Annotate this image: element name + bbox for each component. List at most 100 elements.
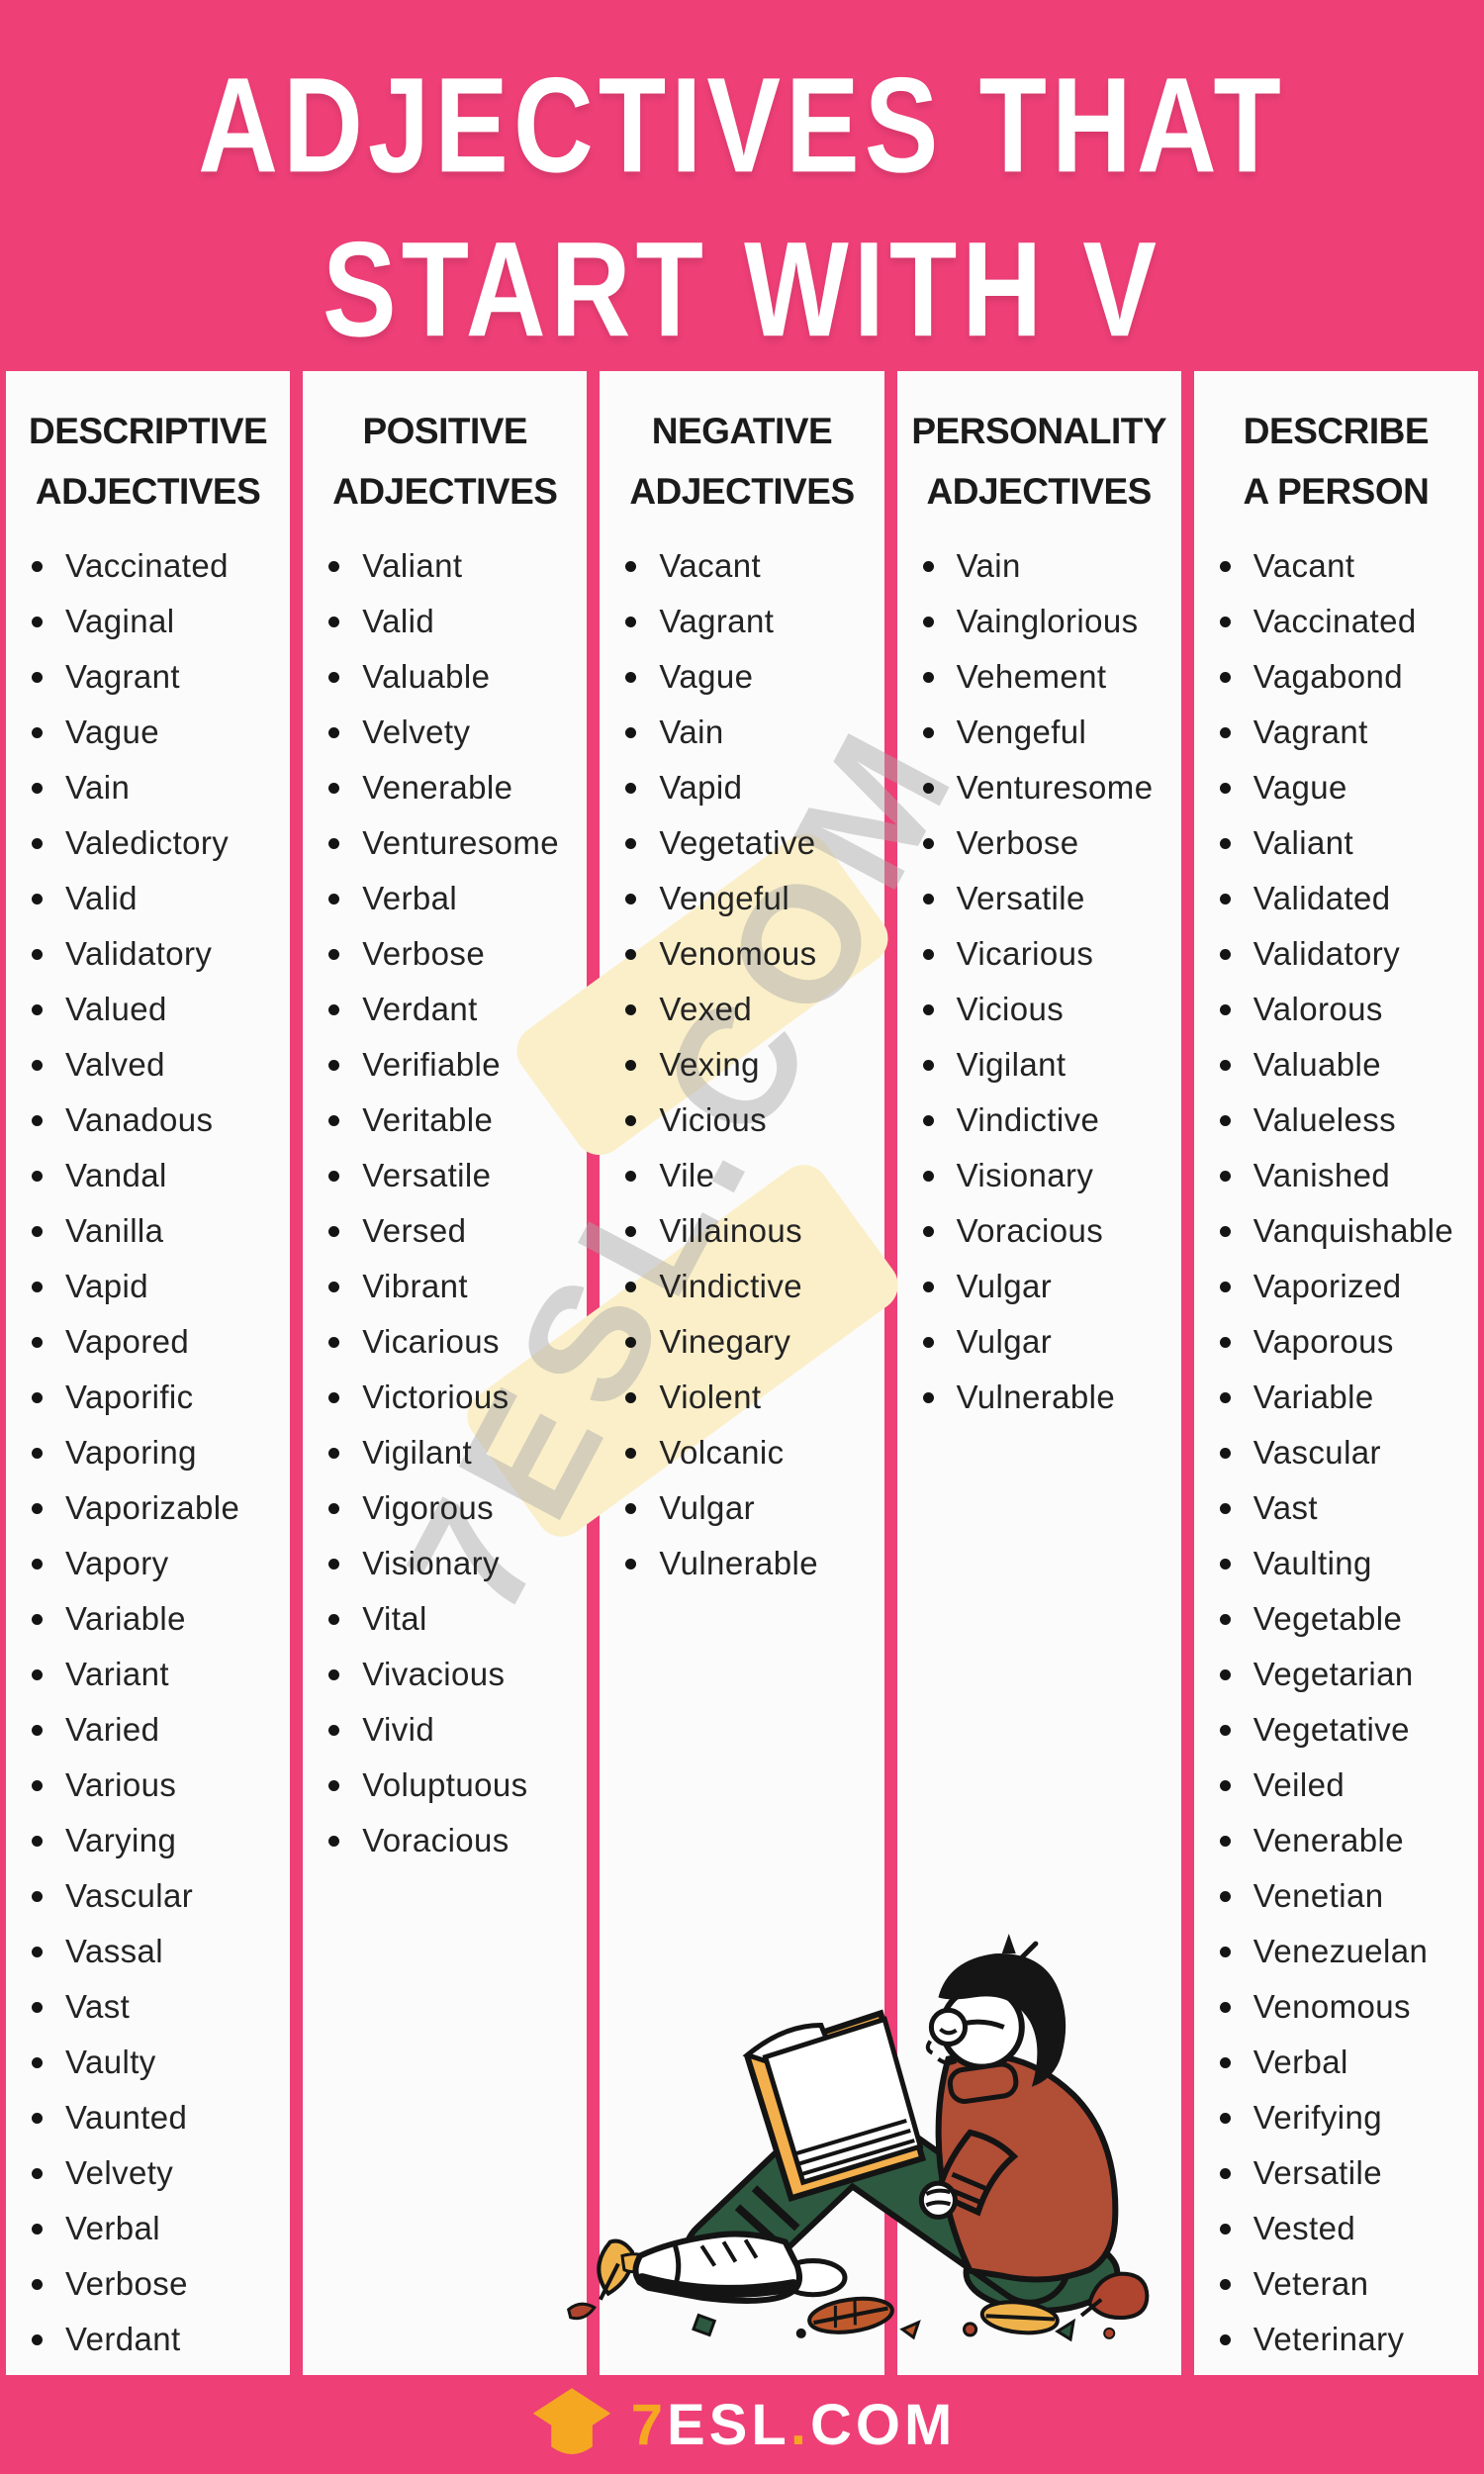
- word-item: Variable: [32, 1591, 286, 1647]
- word-item: Vulgar: [923, 1314, 1177, 1370]
- word-item: Visionary: [328, 1536, 583, 1591]
- word-item: Verbal: [1220, 2035, 1474, 2090]
- column-header: DESCRIPTIVE ADJECTIVES: [6, 401, 290, 522]
- word-item: Victorious: [328, 1370, 583, 1425]
- column-header: NEGATIVE ADJECTIVES: [600, 401, 883, 522]
- word-item: Veritable: [328, 1093, 583, 1148]
- word-item: Vanilla: [32, 1203, 286, 1259]
- word-item: Vaginal: [32, 594, 286, 649]
- word-item: Verifiable: [328, 1037, 583, 1093]
- column-header-line1: PERSONALITY: [911, 411, 1167, 451]
- word-item: Valid: [32, 871, 286, 926]
- sweater-body: [935, 2051, 1119, 2283]
- word-item: Verbal: [328, 871, 583, 926]
- word-item: Vanished: [1220, 1148, 1474, 1203]
- word-list: Vain Vainglorious Vehement Vengeful Ventures…: [897, 538, 1181, 1425]
- word-item: Versatile: [328, 1148, 583, 1203]
- brand-dot: .: [789, 2392, 810, 2457]
- word-item: Verbose: [32, 2256, 286, 2312]
- word-item: Valiant: [1220, 815, 1474, 871]
- word-item: Vigilant: [328, 1425, 583, 1480]
- word-item: Vexing: [625, 1037, 880, 1093]
- word-item: Vaporizable: [32, 1480, 286, 1536]
- word-item: Vegetative: [625, 815, 880, 871]
- column-header-line2: ADJECTIVES: [926, 471, 1153, 512]
- word-item: Vaulty: [32, 2035, 286, 2090]
- word-item: Venomous: [1220, 1979, 1474, 2035]
- word-item: Vainglorious: [923, 594, 1177, 649]
- brand-7: 7: [630, 2392, 667, 2457]
- page-title-line1: ADJECTIVES THAT: [198, 49, 1286, 201]
- autumn-leaves-front: [566, 2271, 1150, 2342]
- word-item: Versatile: [923, 871, 1177, 926]
- column-header-line2: ADJECTIVES: [35, 471, 261, 512]
- word-list: Vacant Vaccinated Vagabond Vagrant Vague Vali…: [1194, 538, 1478, 2367]
- word-item: Valued: [32, 982, 286, 1037]
- word-item: Valid: [328, 594, 583, 649]
- word-item: Vicarious: [328, 1314, 583, 1370]
- word-list: Valiant Valid Valuable Velvety Venerable Vent…: [303, 538, 587, 1868]
- word-item: Vandal: [32, 1148, 286, 1203]
- column-descriptive-adjectives: DESCRIPTIVE ADJECTIVES Vaccinated Vaginal…: [6, 371, 291, 2375]
- brand-wordmark: 7ESL.COM: [631, 2392, 957, 2458]
- word-item: Vaulting: [1220, 1536, 1474, 1591]
- word-item: Verdant: [32, 2312, 286, 2367]
- word-item: Vaporized: [1220, 1259, 1474, 1314]
- word-item: Vexed: [625, 982, 880, 1037]
- word-item: Verbal: [32, 2201, 286, 2256]
- word-item: Valuable: [328, 649, 583, 705]
- word-item: Vacant: [1220, 538, 1474, 594]
- word-item: Volcanic: [625, 1425, 880, 1480]
- word-item: Vast: [32, 1979, 286, 2035]
- column-header-line2: ADJECTIVES: [332, 471, 558, 512]
- word-item: Varied: [32, 1702, 286, 1758]
- word-item: Vulnerable: [923, 1370, 1177, 1425]
- word-item: Vaccinated: [32, 538, 286, 594]
- word-item: Venomous: [625, 926, 880, 982]
- word-item: Vague: [1220, 760, 1474, 815]
- column-header-line2: A PERSON: [1243, 471, 1430, 512]
- word-item: Verifying: [1220, 2090, 1474, 2145]
- open-book: [742, 2009, 927, 2203]
- word-item: Validatory: [32, 926, 286, 982]
- word-item: Valedictory: [32, 815, 286, 871]
- brand-esl: ESL: [667, 2392, 790, 2457]
- word-item: Verdant: [328, 982, 583, 1037]
- word-item: Vapored: [32, 1314, 286, 1370]
- word-item: Validated: [1220, 871, 1474, 926]
- word-item: Vengeful: [625, 871, 880, 926]
- word-item: Venetian: [1220, 1868, 1474, 1924]
- sneaker: [632, 2231, 802, 2304]
- column-header-line2: ADJECTIVES: [629, 471, 855, 512]
- arm-and-hand: [918, 2129, 1019, 2220]
- word-item: Velvety: [328, 705, 583, 760]
- word-item: Villainous: [625, 1203, 880, 1259]
- word-item: Vicious: [625, 1093, 880, 1148]
- word-item: Vanquishable: [1220, 1203, 1474, 1259]
- word-item: Venerable: [1220, 1813, 1474, 1868]
- glasses-icon: [928, 2007, 1005, 2047]
- word-item: Vile: [625, 1148, 880, 1203]
- word-item: Valuable: [1220, 1037, 1474, 1093]
- word-item: Verbose: [923, 815, 1177, 871]
- reading-person-illustration: [566, 1934, 1150, 2342]
- word-item: Various: [32, 1758, 286, 1813]
- word-item: Voracious: [923, 1203, 1177, 1259]
- word-item: Venturesome: [923, 760, 1177, 815]
- word-item: Vulgar: [625, 1480, 880, 1536]
- column-header-line1: POSITIVE: [362, 411, 528, 451]
- word-item: Vague: [32, 705, 286, 760]
- word-item: Verbose: [328, 926, 583, 982]
- word-item: Variable: [1220, 1370, 1474, 1425]
- column-header-line1: NEGATIVE: [651, 411, 833, 451]
- word-item: Vaunted: [32, 2090, 286, 2145]
- column-header: POSITIVE ADJECTIVES: [303, 401, 587, 522]
- word-item: Visionary: [923, 1148, 1177, 1203]
- column-header: PERSONALITY ADJECTIVES: [897, 401, 1181, 522]
- word-item: Vast: [1220, 1480, 1474, 1536]
- word-item: Vibrant: [328, 1259, 583, 1314]
- word-item: Velvety: [32, 2145, 286, 2201]
- word-item: Venturesome: [328, 815, 583, 871]
- word-item: Vulnerable: [625, 1536, 880, 1591]
- word-item: Varying: [32, 1813, 286, 1868]
